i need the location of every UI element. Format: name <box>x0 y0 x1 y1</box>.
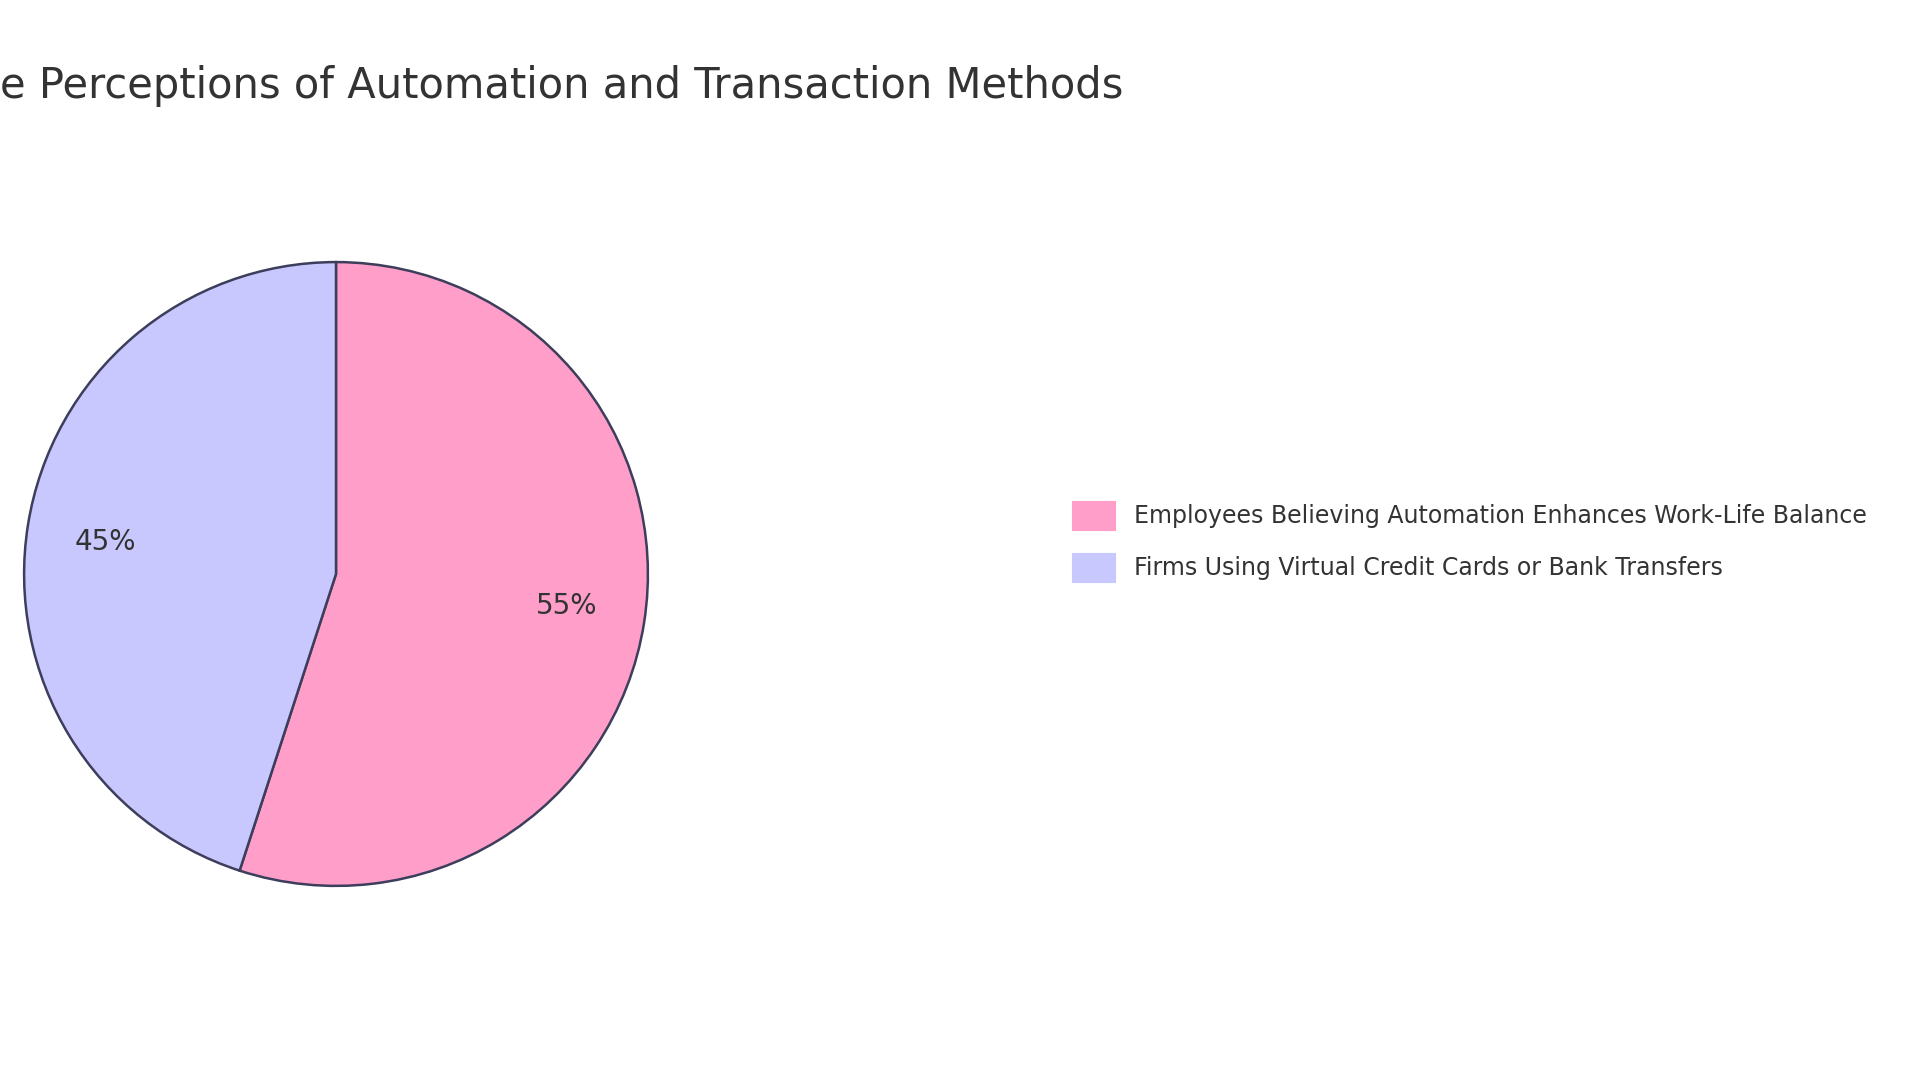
Wedge shape <box>25 262 336 871</box>
Text: e Perceptions of Automation and Transaction Methods: e Perceptions of Automation and Transact… <box>0 65 1123 107</box>
Text: 45%: 45% <box>75 529 136 557</box>
Text: 55%: 55% <box>536 591 597 619</box>
Legend: Employees Believing Automation Enhances Work-Life Balance, Firms Using Virtual C: Employees Believing Automation Enhances … <box>1048 478 1889 605</box>
Wedge shape <box>240 262 647 886</box>
